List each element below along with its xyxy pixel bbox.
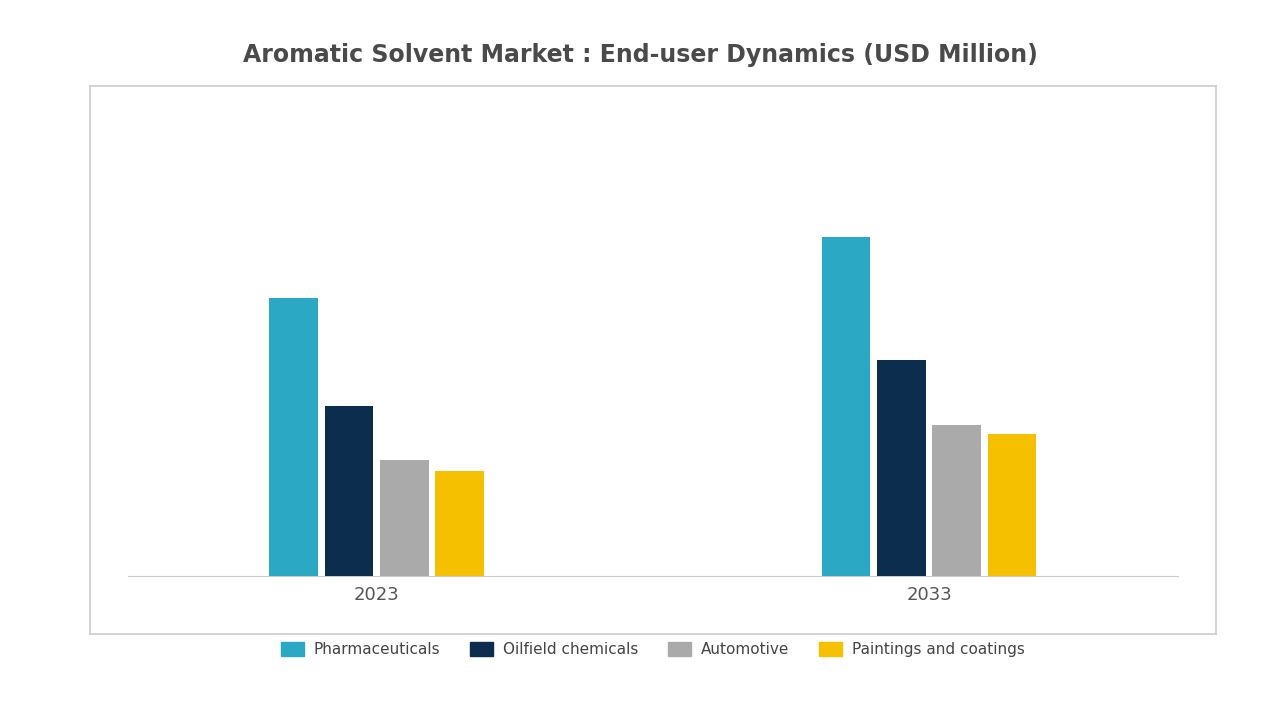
Bar xyxy=(822,237,870,576)
Bar xyxy=(269,298,317,576)
Bar xyxy=(380,460,429,576)
Bar xyxy=(988,434,1037,576)
Bar xyxy=(435,471,484,576)
Bar xyxy=(877,360,925,576)
Text: Aromatic Solvent Market : End-user Dynamics (USD Million): Aromatic Solvent Market : End-user Dynam… xyxy=(243,43,1037,67)
Bar xyxy=(932,425,980,576)
Bar xyxy=(325,406,374,576)
Legend: Pharmaceuticals, Oilfield chemicals, Automotive, Paintings and coatings: Pharmaceuticals, Oilfield chemicals, Aut… xyxy=(275,636,1030,663)
